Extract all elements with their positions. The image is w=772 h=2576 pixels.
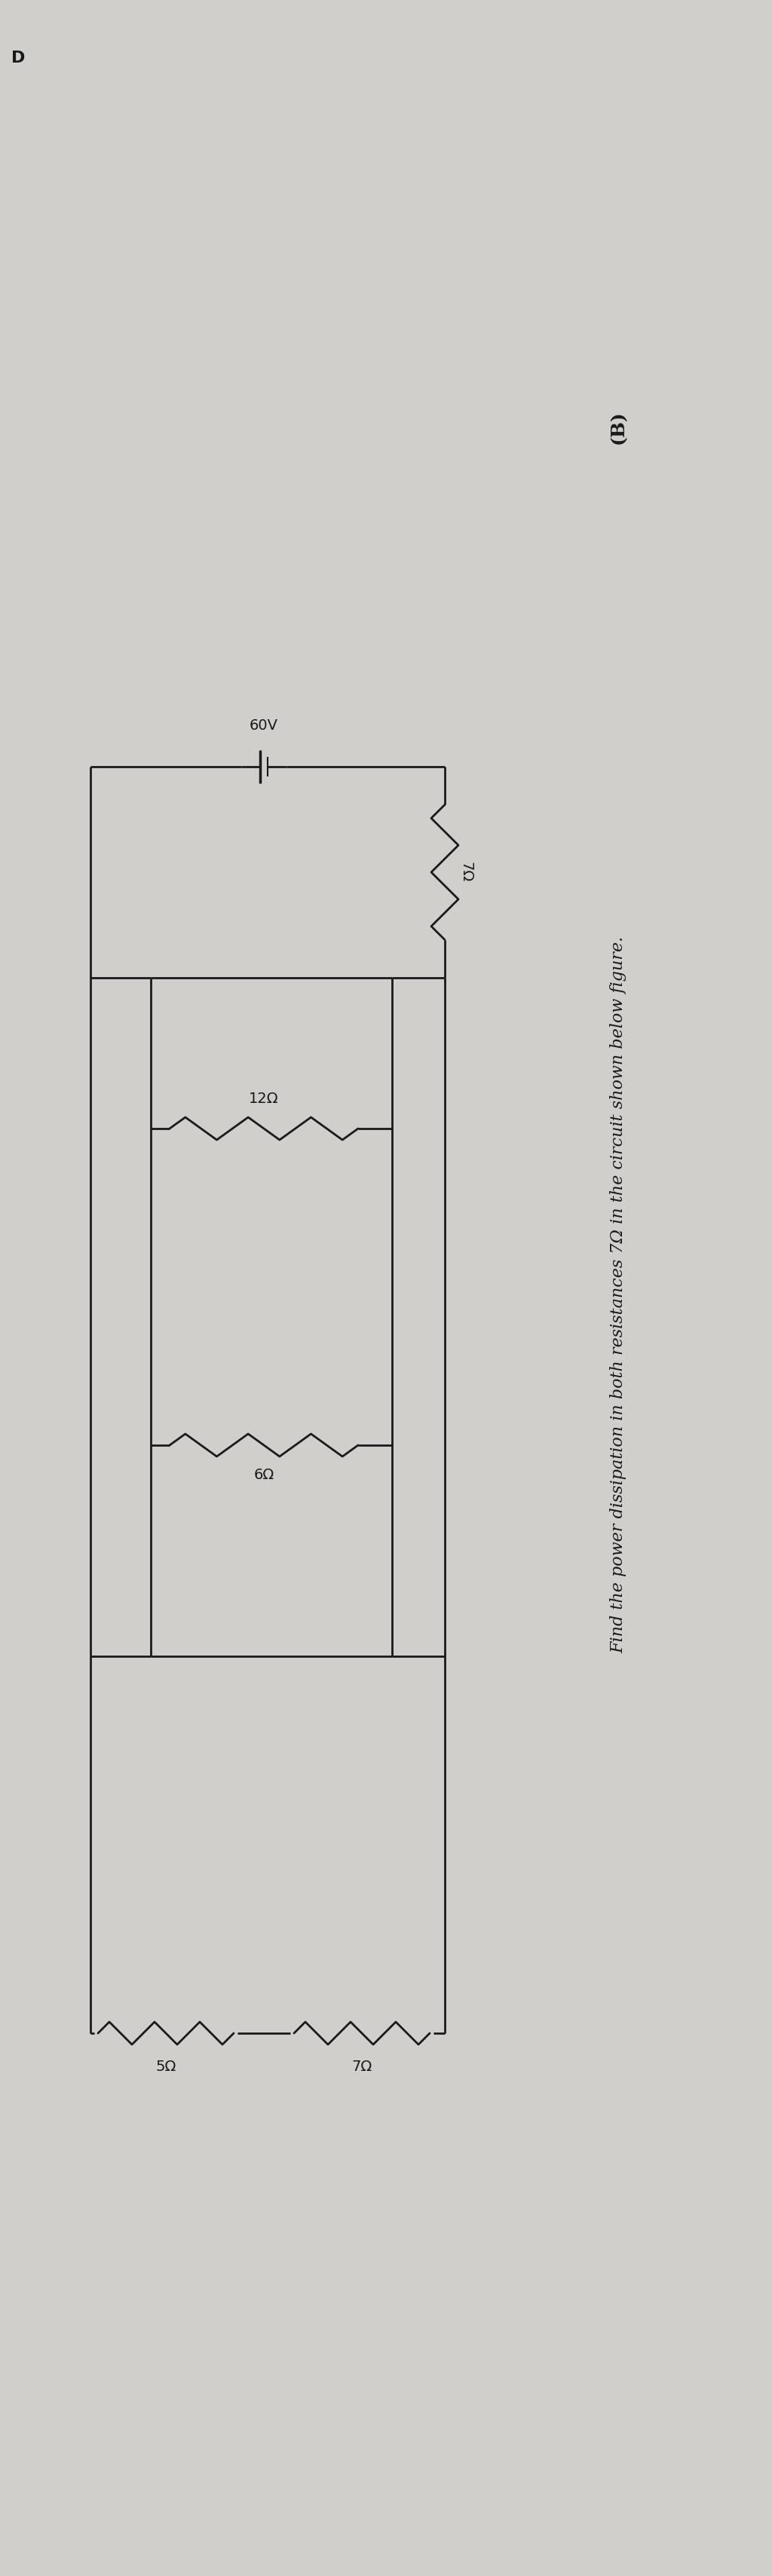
Text: 7Ω: 7Ω: [459, 863, 472, 884]
Text: 5Ω: 5Ω: [155, 2061, 176, 2074]
Text: 60V: 60V: [249, 719, 278, 732]
Text: (B): (B): [609, 410, 627, 443]
Text: 12Ω: 12Ω: [249, 1092, 279, 1105]
Text: 6Ω: 6Ω: [253, 1468, 274, 1481]
Text: 7Ω: 7Ω: [351, 2061, 372, 2074]
Text: Find the power dissipation in both resistances 7Ω in the circuit shown below fig: Find the power dissipation in both resis…: [610, 935, 627, 1654]
Text: D: D: [12, 52, 25, 64]
